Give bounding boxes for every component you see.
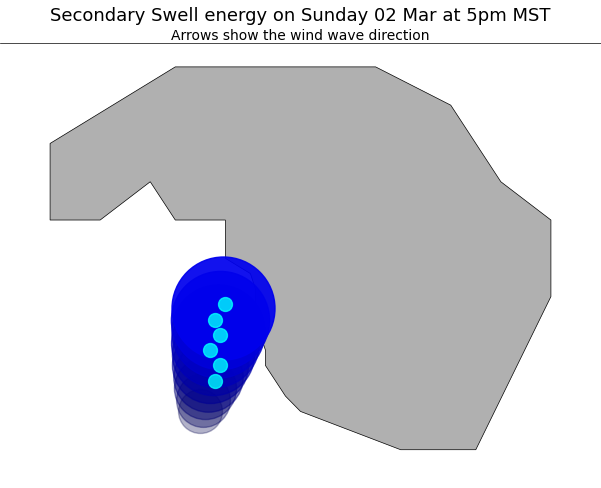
Point xyxy=(221,300,230,308)
Point xyxy=(195,407,205,415)
Text: Secondary Swell energy on Sunday 02 Mar at 5pm MST: Secondary Swell energy on Sunday 02 Mar … xyxy=(50,6,551,24)
Point xyxy=(210,316,220,324)
Point xyxy=(208,350,218,358)
Point xyxy=(210,339,220,346)
Text: Arrows show the wind wave direction: Arrows show the wind wave direction xyxy=(171,28,430,42)
Point xyxy=(203,373,213,381)
Point xyxy=(216,331,225,339)
Point xyxy=(218,304,228,312)
Point xyxy=(206,362,215,369)
Polygon shape xyxy=(50,67,551,450)
Point xyxy=(206,346,215,354)
Point xyxy=(210,377,220,385)
Point xyxy=(198,396,208,404)
Point xyxy=(213,327,222,335)
Point xyxy=(216,316,225,324)
Point xyxy=(201,385,210,392)
Point xyxy=(216,362,225,369)
